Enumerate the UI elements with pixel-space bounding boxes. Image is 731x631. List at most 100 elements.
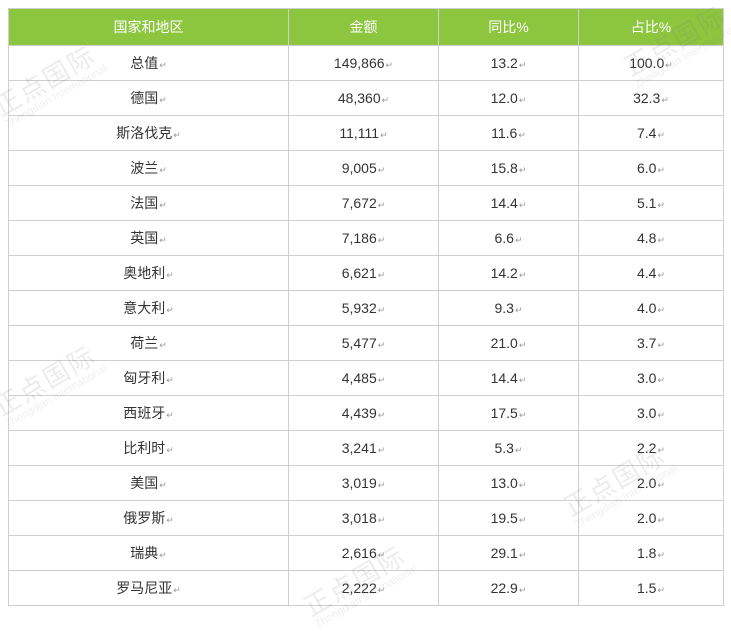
table-row: 俄罗斯↵3,018↵19.5↵2.0↵ xyxy=(9,501,724,536)
cell-text: 14.4 xyxy=(491,195,518,211)
cell-text: 2.0 xyxy=(637,475,656,491)
table-cell: 7.4↵ xyxy=(579,116,724,151)
cell-text: 德国 xyxy=(130,90,158,106)
table-row: 斯洛伐克↵11,111↵11.6↵7.4↵ xyxy=(9,116,724,151)
table-cell: 12.0↵ xyxy=(439,81,579,116)
cell-text: 7.4 xyxy=(637,125,656,141)
cell-text: 7,672 xyxy=(342,195,377,211)
newline-icon: ↵ xyxy=(515,445,523,455)
newline-icon: ↵ xyxy=(657,585,665,595)
table-cell: 1.5↵ xyxy=(579,571,724,606)
cell-text: 美国 xyxy=(130,475,158,491)
cell-text: 4.0 xyxy=(637,300,656,316)
cell-text: 匈牙利 xyxy=(123,370,165,386)
newline-icon: ↵ xyxy=(378,410,386,420)
table-cell: 5,477↵ xyxy=(289,326,439,361)
cell-text: 4.4 xyxy=(637,265,656,281)
cell-text: 29.1 xyxy=(491,545,518,561)
table-cell: 瑞典↵ xyxy=(9,536,289,571)
cell-text: 100.0 xyxy=(629,55,664,71)
cell-text: 意大利 xyxy=(123,300,165,316)
table-cell: 荷兰↵ xyxy=(9,326,289,361)
table-row: 总值↵149,866↵13.2↵100.0↵ xyxy=(9,46,724,81)
table-cell: 斯洛伐克↵ xyxy=(9,116,289,151)
newline-icon: ↵ xyxy=(519,515,527,525)
table-header-cell: 占比% xyxy=(579,9,724,46)
table-cell: 4,439↵ xyxy=(289,396,439,431)
newline-icon: ↵ xyxy=(519,585,527,595)
cell-text: 12.0 xyxy=(491,90,518,106)
cell-text: 2,222 xyxy=(342,580,377,596)
newline-icon: ↵ xyxy=(519,550,527,560)
newline-icon: ↵ xyxy=(657,375,665,385)
newline-icon: ↵ xyxy=(657,550,665,560)
table-row: 德国↵48,360↵12.0↵32.3↵ xyxy=(9,81,724,116)
newline-icon: ↵ xyxy=(519,95,527,105)
table-cell: 17.5↵ xyxy=(439,396,579,431)
newline-icon: ↵ xyxy=(378,515,386,525)
table-header-row: 国家和地区金额同比%占比% xyxy=(9,9,724,46)
cell-text: 9,005 xyxy=(342,160,377,176)
newline-icon: ↵ xyxy=(159,550,167,560)
newline-icon: ↵ xyxy=(519,480,527,490)
cell-text: 3,018 xyxy=(342,510,377,526)
cell-text: 13.2 xyxy=(491,55,518,71)
cell-text: 4,439 xyxy=(342,405,377,421)
table-cell: 11,111↵ xyxy=(289,116,439,151)
cell-text: 3.7 xyxy=(637,335,656,351)
table-cell: 14.2↵ xyxy=(439,256,579,291)
newline-icon: ↵ xyxy=(159,60,167,70)
table-header-cell: 国家和地区 xyxy=(9,9,289,46)
cell-text: 奥地利 xyxy=(123,265,165,281)
newline-icon: ↵ xyxy=(657,445,665,455)
table-cell: 13.2↵ xyxy=(439,46,579,81)
table-cell: 俄罗斯↵ xyxy=(9,501,289,536)
table-row: 比利时↵3,241↵5.3↵2.2↵ xyxy=(9,431,724,466)
newline-icon: ↵ xyxy=(378,340,386,350)
newline-icon: ↵ xyxy=(657,410,665,420)
cell-text: 3,019 xyxy=(342,475,377,491)
newline-icon: ↵ xyxy=(519,165,527,175)
cell-text: 14.2 xyxy=(491,265,518,281)
cell-text: 2.0 xyxy=(637,510,656,526)
newline-icon: ↵ xyxy=(159,95,167,105)
cell-text: 6.0 xyxy=(637,160,656,176)
table-cell: 5,932↵ xyxy=(289,291,439,326)
table-cell: 29.1↵ xyxy=(439,536,579,571)
table-cell: 2.0↵ xyxy=(579,501,724,536)
newline-icon: ↵ xyxy=(519,270,527,280)
cell-text: 17.5 xyxy=(491,405,518,421)
cell-text: 俄罗斯 xyxy=(123,510,165,526)
newline-icon: ↵ xyxy=(519,60,527,70)
table-cell: 奥地利↵ xyxy=(9,256,289,291)
table-row: 意大利↵5,932↵9.3↵4.0↵ xyxy=(9,291,724,326)
table-cell: 美国↵ xyxy=(9,466,289,501)
cell-text: 4,485 xyxy=(342,370,377,386)
newline-icon: ↵ xyxy=(657,270,665,280)
table-cell: 6.6↵ xyxy=(439,221,579,256)
newline-icon: ↵ xyxy=(519,200,527,210)
newline-icon: ↵ xyxy=(378,165,386,175)
table-cell: 法国↵ xyxy=(9,186,289,221)
newline-icon: ↵ xyxy=(519,375,527,385)
newline-icon: ↵ xyxy=(518,130,526,140)
table-cell: 3.0↵ xyxy=(579,396,724,431)
cell-text: 5,477 xyxy=(342,335,377,351)
newline-icon: ↵ xyxy=(657,200,665,210)
table-cell: 5.3↵ xyxy=(439,431,579,466)
newline-icon: ↵ xyxy=(166,375,174,385)
newline-icon: ↵ xyxy=(661,95,669,105)
table-cell: 100.0↵ xyxy=(579,46,724,81)
newline-icon: ↵ xyxy=(378,585,386,595)
table-cell: 6.0↵ xyxy=(579,151,724,186)
cell-text: 6.6 xyxy=(494,230,513,246)
table-cell: 3,019↵ xyxy=(289,466,439,501)
table-cell: 22.9↵ xyxy=(439,571,579,606)
table-header-cell: 同比% xyxy=(439,9,579,46)
newline-icon: ↵ xyxy=(378,375,386,385)
newline-icon: ↵ xyxy=(519,340,527,350)
cell-text: 1.5 xyxy=(637,580,656,596)
cell-text: 15.8 xyxy=(491,160,518,176)
newline-icon: ↵ xyxy=(515,235,523,245)
cell-text: 西班牙 xyxy=(123,405,165,421)
